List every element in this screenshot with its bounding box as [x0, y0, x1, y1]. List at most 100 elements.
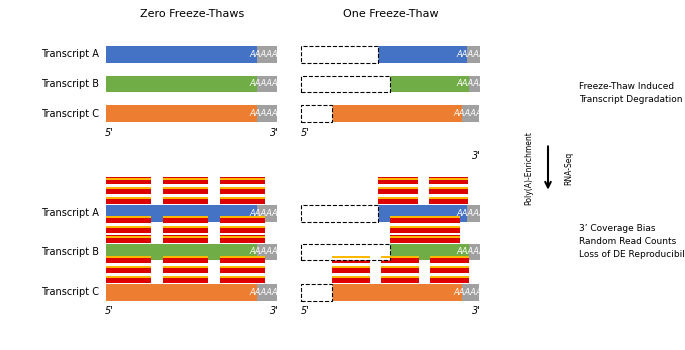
- Text: AAAAAA: AAAAAA: [250, 50, 284, 59]
- Bar: [163, 177, 208, 180]
- Bar: [221, 177, 265, 180]
- Bar: [221, 236, 265, 238]
- Bar: [221, 226, 265, 228]
- Bar: [163, 236, 208, 243]
- Text: AAAAAA: AAAAAA: [250, 109, 284, 118]
- Bar: [378, 205, 467, 222]
- Bar: [429, 197, 469, 199]
- Text: RNA-Seq: RNA-Seq: [564, 151, 573, 185]
- Bar: [163, 187, 208, 189]
- Text: AAAAAA: AAAAAA: [250, 247, 284, 257]
- Text: Transcript B: Transcript B: [41, 247, 99, 257]
- Text: Transcript A: Transcript A: [42, 49, 99, 59]
- Bar: [332, 284, 462, 301]
- Bar: [390, 244, 469, 260]
- Text: Poly(A)-Enrichment: Poly(A)-Enrichment: [524, 131, 534, 205]
- Bar: [390, 216, 460, 218]
- Bar: [332, 276, 370, 283]
- Bar: [106, 266, 151, 273]
- Bar: [257, 76, 277, 92]
- Bar: [378, 197, 418, 199]
- Bar: [106, 197, 151, 199]
- Bar: [390, 236, 460, 243]
- Bar: [106, 256, 151, 258]
- Text: AAAAAA: AAAAAA: [456, 50, 490, 59]
- Bar: [378, 177, 418, 180]
- Bar: [106, 276, 151, 283]
- Bar: [381, 266, 419, 268]
- Bar: [106, 276, 151, 278]
- Bar: [106, 216, 151, 223]
- Bar: [221, 226, 265, 233]
- Bar: [163, 197, 208, 199]
- Text: AAAAAA: AAAAAA: [457, 247, 491, 257]
- Bar: [221, 276, 265, 278]
- Text: AAAAAA: AAAAAA: [250, 209, 284, 218]
- Text: 5': 5': [105, 128, 114, 138]
- Bar: [106, 244, 257, 260]
- Bar: [467, 205, 479, 222]
- Bar: [469, 244, 479, 260]
- Bar: [106, 177, 151, 180]
- Bar: [257, 244, 277, 260]
- Bar: [221, 177, 265, 184]
- Bar: [429, 177, 469, 180]
- Bar: [106, 284, 257, 301]
- Text: Transcript A: Transcript A: [42, 209, 99, 218]
- Bar: [469, 76, 479, 92]
- Bar: [257, 105, 277, 122]
- Bar: [301, 284, 332, 301]
- Bar: [301, 205, 378, 222]
- Text: Transcript C: Transcript C: [41, 109, 99, 119]
- Bar: [163, 266, 208, 268]
- Text: One Freeze-Thaw: One Freeze-Thaw: [342, 9, 438, 19]
- Bar: [381, 276, 419, 283]
- Bar: [430, 266, 469, 273]
- Bar: [106, 177, 151, 184]
- Bar: [106, 226, 151, 228]
- Bar: [163, 276, 208, 283]
- Bar: [430, 256, 469, 263]
- Bar: [221, 216, 265, 218]
- Bar: [301, 244, 390, 260]
- Bar: [106, 46, 257, 63]
- Bar: [106, 197, 151, 204]
- Bar: [221, 187, 265, 189]
- Bar: [301, 76, 390, 92]
- Bar: [378, 46, 467, 63]
- Bar: [163, 276, 208, 278]
- Text: AAAAAA: AAAAAA: [456, 209, 490, 218]
- Bar: [430, 276, 469, 278]
- Text: AAAAAA: AAAAAA: [457, 79, 491, 89]
- Text: Zero Freeze-Thaws: Zero Freeze-Thaws: [140, 9, 244, 19]
- Bar: [332, 105, 462, 122]
- Bar: [378, 187, 418, 194]
- Bar: [390, 76, 469, 92]
- Bar: [390, 216, 460, 223]
- Text: 3': 3': [270, 307, 278, 316]
- Bar: [163, 226, 208, 233]
- Text: Transcript B: Transcript B: [41, 79, 99, 89]
- Bar: [462, 105, 480, 122]
- Bar: [221, 197, 265, 204]
- Bar: [301, 105, 332, 122]
- Bar: [163, 226, 208, 228]
- Bar: [221, 256, 265, 258]
- Bar: [221, 266, 265, 268]
- Bar: [429, 187, 469, 189]
- Text: AAAAAA: AAAAAA: [250, 288, 284, 297]
- Bar: [163, 256, 208, 263]
- Text: 3': 3': [472, 307, 480, 316]
- Bar: [221, 216, 265, 223]
- Bar: [462, 284, 480, 301]
- Bar: [163, 216, 208, 223]
- Bar: [381, 266, 419, 273]
- Bar: [390, 236, 460, 238]
- Bar: [163, 197, 208, 204]
- Bar: [257, 284, 277, 301]
- Bar: [257, 46, 277, 63]
- Bar: [332, 276, 370, 278]
- Bar: [429, 197, 469, 204]
- Text: 5': 5': [105, 307, 114, 316]
- Bar: [390, 226, 460, 233]
